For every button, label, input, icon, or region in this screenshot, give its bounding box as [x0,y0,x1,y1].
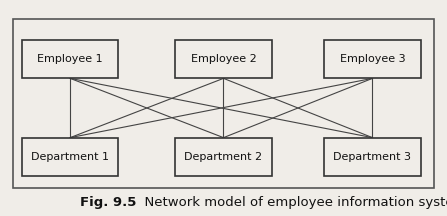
Text: Employee 2: Employee 2 [190,54,257,64]
FancyBboxPatch shape [175,40,272,78]
FancyBboxPatch shape [175,138,272,176]
FancyBboxPatch shape [22,138,118,176]
Text: Fig. 9.5: Fig. 9.5 [80,196,136,209]
FancyBboxPatch shape [324,138,421,176]
Text: Employee 3: Employee 3 [340,54,405,64]
FancyBboxPatch shape [22,40,118,78]
Text: Department 3: Department 3 [333,152,411,162]
Text: Employee 1: Employee 1 [38,54,103,64]
Text: Department 1: Department 1 [31,152,109,162]
Text: Department 2: Department 2 [185,152,262,162]
Text: Network model of employee information systems: Network model of employee information sy… [136,196,447,209]
FancyBboxPatch shape [324,40,421,78]
